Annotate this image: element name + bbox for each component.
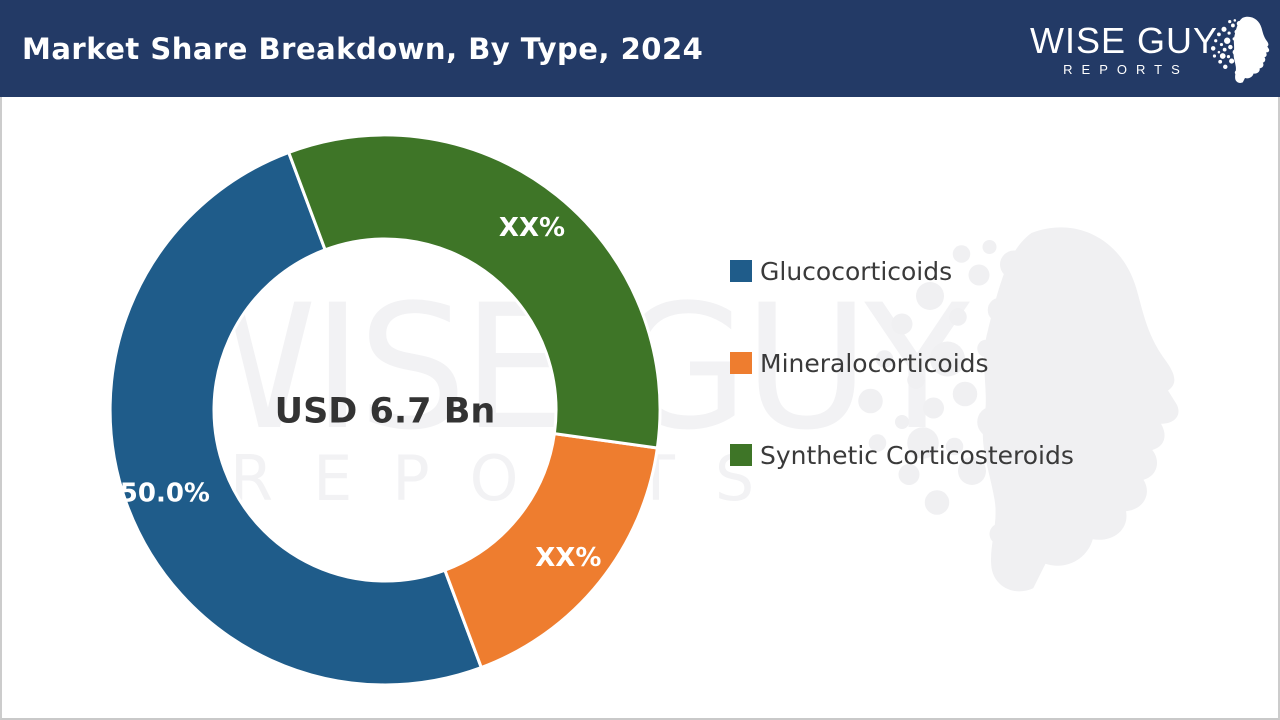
legend-label: Mineralocorticoids (760, 348, 989, 378)
header-bar: Market Share Breakdown, By Type, 2024 WI… (0, 0, 1280, 97)
legend-label: Glucocorticoids (760, 256, 953, 286)
slice-label-glucocorticoids: 50.0% (120, 478, 210, 508)
legend-item: Synthetic Corticosteroids (730, 438, 1074, 472)
donut-chart: 50.0% XX% XX% USD 6.7 Bn (108, 133, 662, 687)
logo-subtitle: REPORTS (1063, 61, 1189, 77)
legend-swatch (730, 444, 752, 466)
wise-guy-reports-logo: WISE GUY REPORTS (1030, 6, 1270, 92)
donut-slice-labels: 50.0% XX% XX% (120, 213, 602, 573)
legend-swatch (730, 352, 752, 374)
donut-wedges (108, 133, 662, 687)
donut-center-value: USD 6.7 Bn (275, 391, 496, 431)
logo-text: WISE GUY REPORTS (1029, 19, 1218, 77)
legend-item: Glucocorticoids (730, 254, 1074, 288)
slice-label-mineralocorticoids: XX% (535, 543, 601, 573)
watermark-subtitle: REPORTS (230, 442, 794, 515)
logo-face-icon (1210, 16, 1270, 83)
legend-label: Synthetic Corticosteroids (760, 440, 1074, 470)
donut-segment-mineralocorticoids (443, 432, 659, 670)
chart-canvas: WISE GUY REPORTS 50.0% XX% XX% USD 6.7 Bn … (0, 97, 1280, 720)
slice-label-synthetic-corticosteroids: XX% (499, 213, 565, 243)
page-title: Market Share Breakdown, By Type, 2024 (22, 31, 704, 66)
donut-segment-glucocorticoids (108, 150, 483, 687)
chart-legend: Glucocorticoids Mineralocorticoids Synth… (730, 254, 1074, 530)
legend-swatch (730, 260, 752, 282)
donut-segment-synthetic-corticosteroids (287, 133, 662, 450)
logo-wordmark: WISE GUY (1029, 19, 1218, 61)
legend-item: Mineralocorticoids (730, 346, 1074, 380)
